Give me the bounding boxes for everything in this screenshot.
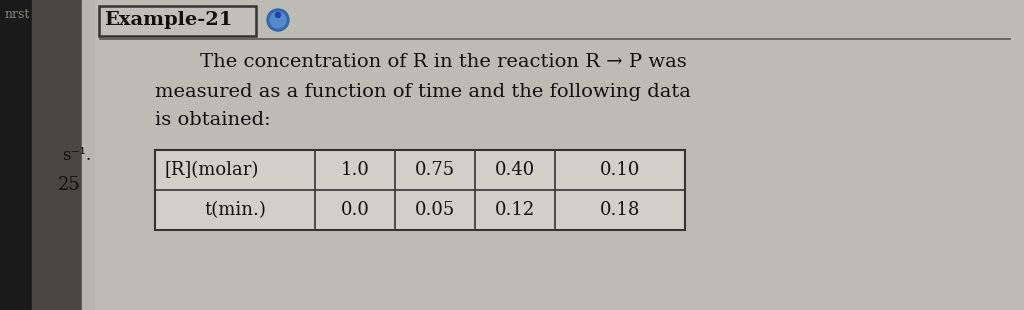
Text: t(min.): t(min.) xyxy=(204,201,266,219)
Text: 25: 25 xyxy=(58,176,81,194)
Text: measured as a function of time and the following data: measured as a function of time and the f… xyxy=(155,83,691,101)
Bar xyxy=(0,0,32,310)
Text: 0.10: 0.10 xyxy=(600,161,640,179)
Text: nrst: nrst xyxy=(5,8,31,21)
Bar xyxy=(155,150,685,230)
Text: 0.40: 0.40 xyxy=(495,161,536,179)
Bar xyxy=(155,150,685,230)
Text: 0.05: 0.05 xyxy=(415,201,455,219)
Text: 0.12: 0.12 xyxy=(495,201,536,219)
Text: [R](molar): [R](molar) xyxy=(165,161,259,179)
Text: Example-21: Example-21 xyxy=(104,11,232,29)
FancyBboxPatch shape xyxy=(99,6,256,36)
Circle shape xyxy=(275,12,281,17)
Text: s⁻¹.: s⁻¹. xyxy=(62,147,91,163)
Text: 0.0: 0.0 xyxy=(341,201,370,219)
Text: 0.75: 0.75 xyxy=(415,161,455,179)
Circle shape xyxy=(267,9,289,31)
Text: 1.0: 1.0 xyxy=(341,161,370,179)
Text: The concentration of R in the reaction R → P was: The concentration of R in the reaction R… xyxy=(200,53,687,71)
Text: is obtained:: is obtained: xyxy=(155,111,270,129)
Text: 0.18: 0.18 xyxy=(600,201,640,219)
Circle shape xyxy=(270,12,286,28)
Bar xyxy=(32,0,82,310)
